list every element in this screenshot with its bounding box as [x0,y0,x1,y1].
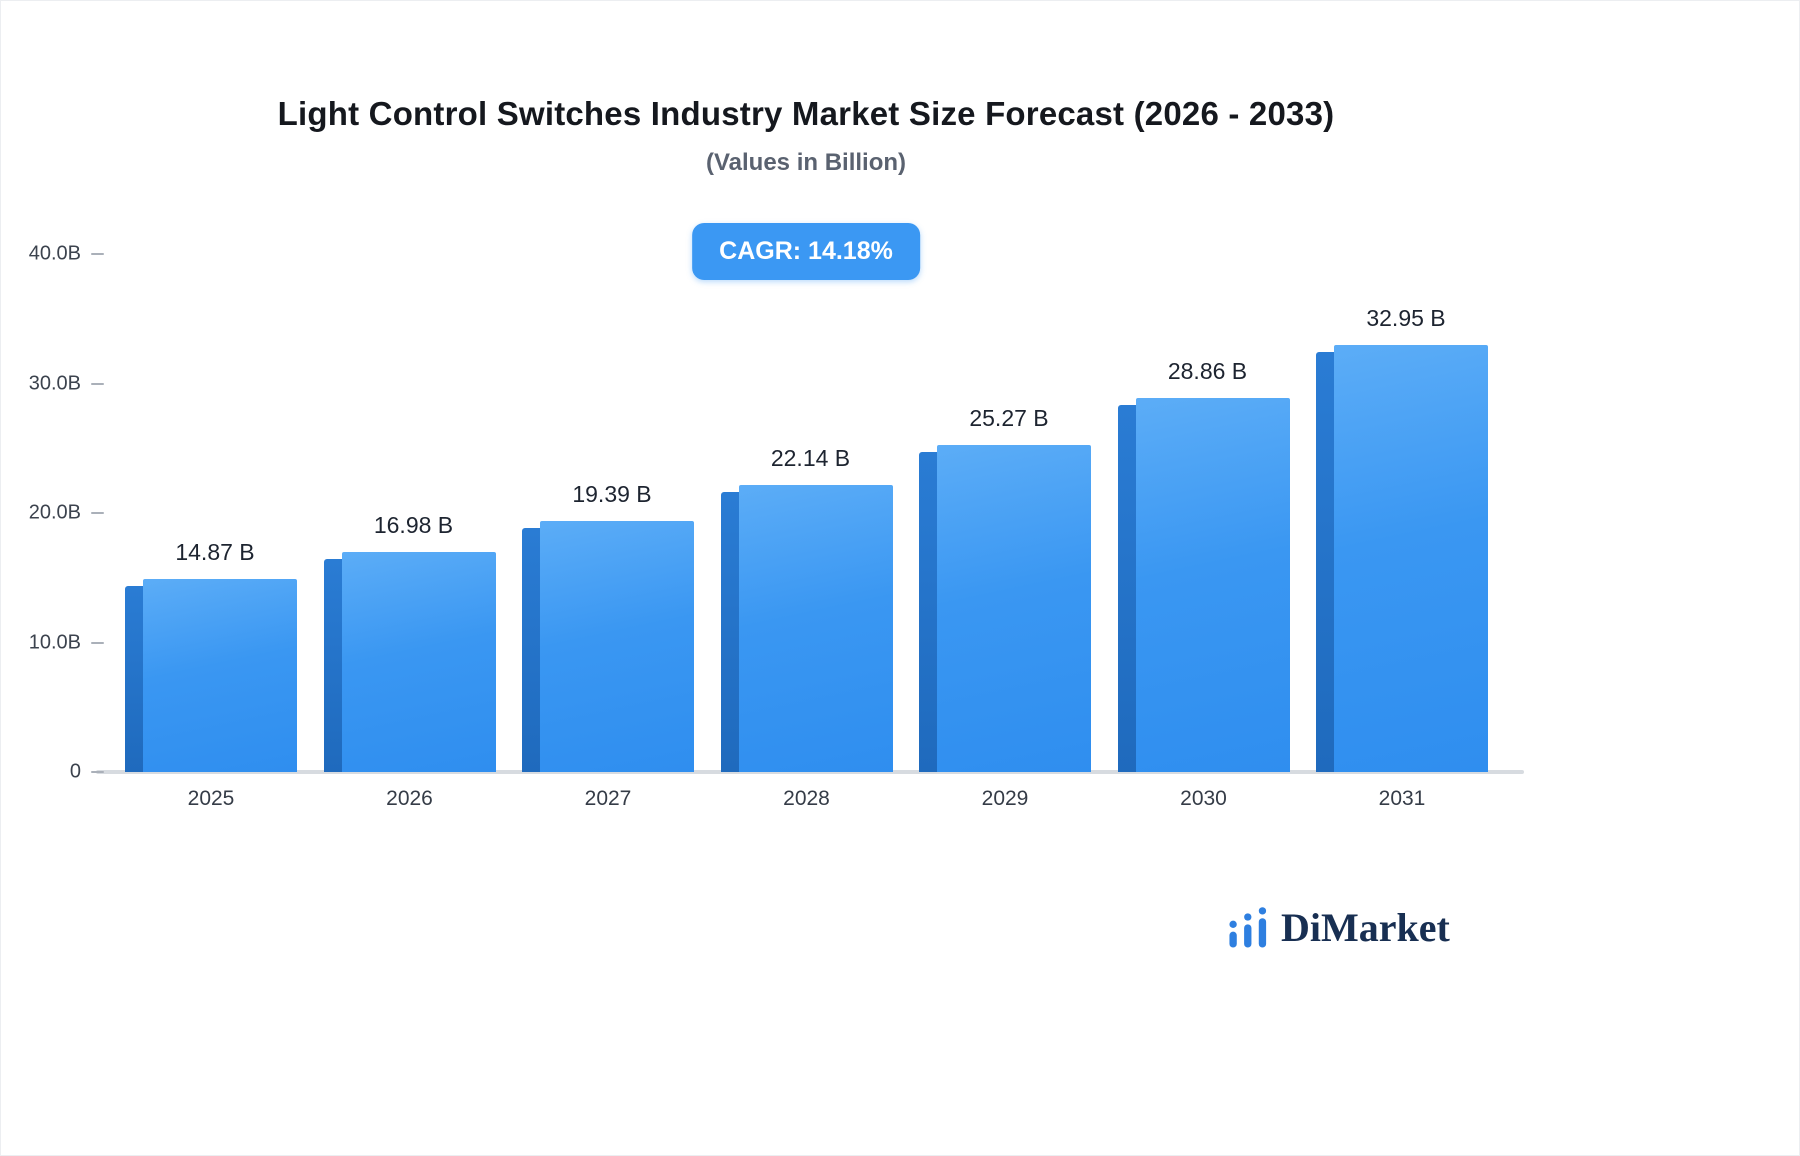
bar-side-face [1316,352,1334,772]
bar-value-label: 28.86 B [1167,358,1248,385]
bar-front-face [540,520,694,772]
bar-value-label: 16.98 B [373,512,454,539]
brand-logo: DiMarket [1227,904,1450,951]
brand-bars-icon [1229,906,1267,948]
bar-value-label: 19.39 B [572,480,652,507]
bar-value-label: 32.95 B [1366,305,1446,332]
y-axis-tick-label: 30.0B [28,372,81,394]
x-axis-label: 2026 [386,787,433,810]
x-axis-label: 2029 [981,787,1029,810]
x-axis-label: 2031 [1378,787,1426,810]
y-axis-tick-label: 0 [69,760,81,783]
bar-front-face [341,552,496,772]
x-axis-label: 2030 [1180,787,1227,810]
x-axis-label: 2025 [187,787,235,810]
y-axis-tick-mark [91,253,104,255]
y-axis-tick-mark [91,512,104,514]
y-axis-tick-mark [91,771,104,773]
y-axis-tick-label: 40.0B [28,242,81,265]
bar-group [323,552,496,772]
y-axis-tick-label: 10.0B [28,631,81,653]
bar-front-face [1334,345,1488,772]
bar-side-face [522,527,540,772]
y-axis-tick-mark [91,641,104,644]
y-axis-tick-label: 20.0B [28,501,81,524]
bar-group [919,444,1091,772]
bar-group [522,520,694,772]
bar-side-face [919,451,937,772]
bar-front-face [937,444,1091,772]
bar-group [125,579,297,772]
bar-value-label: 14.87 B [175,539,255,566]
chart-subtitle: (Values in Billion) [705,149,907,176]
chart-title: Light Control Switches Industry Market S… [277,95,1335,132]
bar-front-face [738,485,893,772]
bar-group [1117,398,1290,772]
x-axis-label: 2027 [584,787,632,810]
bar-group [1316,345,1488,772]
bar-side-face [323,559,342,772]
bar-value-label: 22.14 B [770,445,851,472]
y-axis-tick-mark [91,382,104,385]
x-axis-baseline [96,770,1524,774]
bar-front-face [143,579,297,772]
brand-name: DiMarket [1281,905,1450,950]
bar-group [720,485,893,772]
bar-side-face [1117,405,1136,772]
cagr-badge: CAGR: 14.18% [692,223,920,280]
x-axis-label: 2028 [783,787,830,810]
bar-side-face [720,492,739,772]
bar-front-face [1135,398,1290,772]
bar-side-face [125,586,143,772]
bar-value-label: 25.27 B [969,404,1049,431]
